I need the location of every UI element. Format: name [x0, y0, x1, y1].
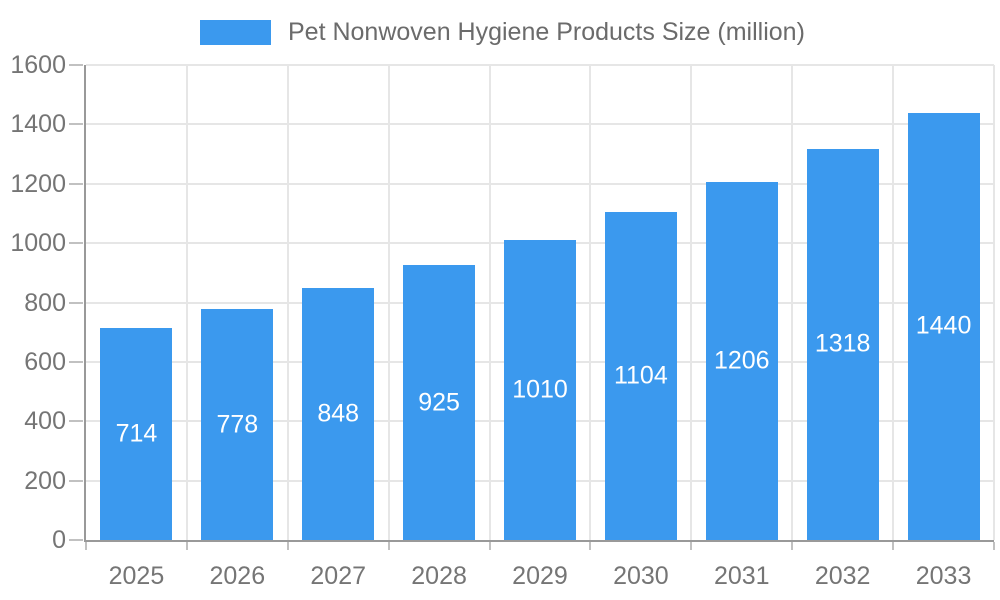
y-axis-label: 200: [24, 466, 66, 495]
y-axis-tick: [69, 64, 83, 66]
bar[interactable]: 925: [403, 265, 476, 540]
v-gridline: [286, 65, 289, 540]
h-gridline: [86, 123, 994, 126]
x-axis-label: 2031: [713, 562, 770, 590]
y-axis-label: 600: [24, 347, 66, 376]
y-axis-tick: [69, 242, 83, 245]
h-gridline: [86, 64, 994, 66]
bar[interactable]: 848: [302, 288, 375, 540]
x-axis-label: 2029: [512, 562, 568, 590]
y-axis-tick: [69, 182, 83, 185]
bar-value-label: 848: [317, 399, 360, 428]
y-axis-label: 400: [24, 407, 66, 436]
y-axis-tick: [69, 360, 83, 363]
x-axis-tick: [690, 542, 693, 550]
x-axis-tick: [791, 542, 794, 550]
bar[interactable]: 1104: [604, 212, 677, 540]
x-axis-tick: [589, 542, 592, 550]
bar-value-label: 1206: [713, 346, 770, 375]
v-gridline: [791, 65, 794, 540]
x-axis-label: 2025: [108, 562, 165, 590]
bar-value-label: 778: [216, 410, 259, 439]
legend-item[interactable]: Pet Nonwoven Hygiene Products Size (mill…: [200, 18, 805, 46]
bar[interactable]: 1206: [705, 181, 778, 540]
plot-area: 714 778 848 925 1010 1104 1206 1318 1440 0 200 400…: [10, 51, 995, 590]
bar[interactable]: 1318: [806, 148, 879, 540]
x-axis-label: 2032: [814, 562, 871, 590]
h-gridline: [86, 182, 994, 185]
x-axis-tick: [488, 542, 491, 550]
y-axis-tick: [69, 479, 83, 482]
bar[interactable]: 714: [100, 328, 173, 540]
v-gridline: [993, 65, 995, 540]
v-gridline: [690, 65, 693, 540]
y-axis-label: 0: [52, 526, 66, 554]
v-gridline: [185, 65, 188, 540]
x-axis-label: 2030: [613, 562, 669, 590]
y-axis-label: 1600: [10, 51, 66, 79]
v-gridline: [892, 65, 895, 540]
x-axis-line: [84, 540, 994, 542]
x-axis-label: 2033: [915, 562, 972, 590]
x-axis-tick: [387, 542, 390, 550]
bar-value-label: 925: [418, 388, 460, 417]
y-axis-tick: [69, 123, 83, 126]
bar-value-label: 1104: [613, 361, 668, 390]
v-gridline: [488, 65, 491, 540]
bar-value-label: 1010: [512, 375, 568, 404]
y-axis-line: [84, 65, 86, 542]
x-axis-tick: [85, 542, 87, 550]
y-axis-tick: [69, 420, 83, 423]
bar-value-label: 714: [115, 419, 158, 448]
bar-value-label: 1440: [915, 311, 972, 340]
bar[interactable]: 1440: [907, 112, 980, 540]
bar[interactable]: 1010: [504, 240, 576, 540]
v-gridline: [589, 65, 592, 540]
x-axis-tick: [892, 542, 895, 550]
x-axis-tick: [185, 542, 188, 550]
x-axis-tick: [993, 542, 995, 550]
y-axis-tick: [69, 301, 83, 304]
y-axis-tick: [69, 539, 83, 541]
legend-label: Pet Nonwoven Hygiene Products Size (mill…: [288, 18, 805, 46]
bar-value-label: 1318: [814, 329, 871, 358]
y-axis-label: 1200: [10, 169, 66, 198]
x-axis-label: 2026: [209, 562, 266, 590]
x-axis-label: 2028: [411, 562, 467, 590]
y-axis-label: 800: [24, 288, 66, 317]
v-gridline: [387, 65, 390, 540]
bar[interactable]: 778: [201, 309, 274, 540]
y-axis-label: 1400: [10, 110, 66, 139]
x-axis-label: 2027: [310, 562, 367, 590]
y-axis-label: 1000: [10, 229, 66, 258]
x-axis-tick: [286, 542, 289, 550]
legend-swatch: [200, 19, 271, 45]
